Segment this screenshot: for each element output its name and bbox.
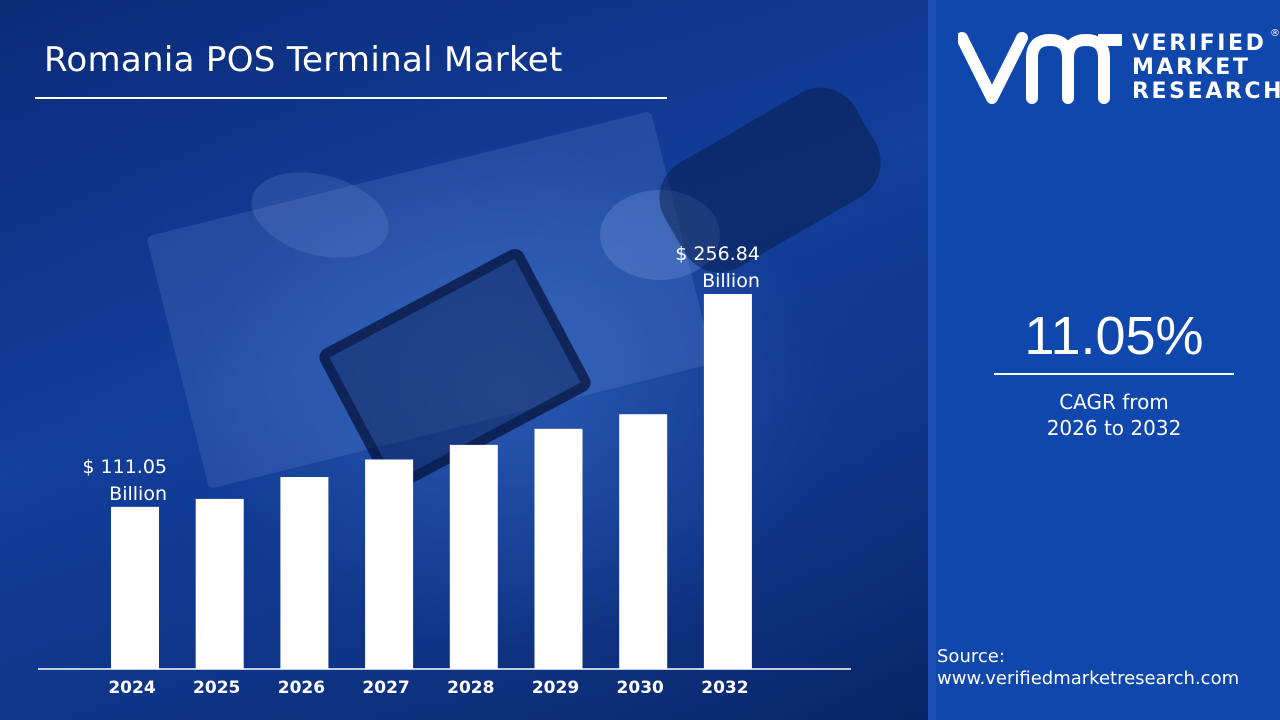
logo-word-verified: VERIFIED <box>1132 31 1267 56</box>
bar-2030 <box>619 414 668 669</box>
x-tick-label: 2032 <box>701 678 748 698</box>
cagr-label-line1: CAGR from <box>1059 390 1169 414</box>
x-tick-label: 2030 <box>617 678 664 698</box>
x-tick-labels: 2024 2025 2026 2027 2028 2029 2030 2032 <box>108 678 748 698</box>
cagr-divider <box>994 373 1234 375</box>
source-url[interactable]: www.verifiedmarketresearch.com <box>937 668 1240 689</box>
bar-2025 <box>195 498 244 669</box>
data-labels: $ 111.05 Billion $ 256.84 Billion <box>82 243 760 505</box>
logo-word-research: RESEARCH <box>1132 79 1280 104</box>
bar-2029 <box>534 428 583 669</box>
bar-2027 <box>365 459 414 669</box>
bar-2026 <box>280 477 329 669</box>
data-label-2024-line2: Billion <box>109 483 167 505</box>
x-tick-label: 2024 <box>108 678 155 698</box>
page-title: Romania POS Terminal Market <box>44 40 563 80</box>
source-label: Source: <box>937 646 1005 667</box>
cagr-value: 11.05% <box>1024 306 1204 366</box>
sidebar-panel <box>936 0 1280 720</box>
x-tick-label: 2028 <box>447 678 494 698</box>
x-tick-label: 2027 <box>362 678 409 698</box>
bars-group <box>111 294 752 669</box>
bar-chart: 2024 2025 2026 2027 2028 2029 2030 2032 $ 111.0… <box>38 243 851 698</box>
data-label-2032-line1: $ 256.84 <box>675 243 760 265</box>
verified-market-research-logo: VERIFIED MARKET RESEARCH ® <box>958 28 1280 108</box>
data-label-2024-line1: $ 111.05 <box>82 456 167 478</box>
bar-2028 <box>449 444 498 669</box>
vmr-logo-icon <box>958 32 1122 104</box>
logo-word-market: MARKET <box>1132 55 1251 80</box>
title-underline <box>35 97 667 99</box>
data-label-2032-line2: Billion <box>702 270 760 292</box>
cagr-label-line2: 2026 to 2032 <box>1046 416 1182 440</box>
panel-divider <box>928 0 936 720</box>
x-tick-label: 2025 <box>193 678 240 698</box>
bar-2024 <box>111 506 159 669</box>
x-tick-label: 2026 <box>278 678 325 698</box>
registered-mark: ® <box>1270 28 1280 39</box>
x-tick-label: 2029 <box>532 678 579 698</box>
bar-2032 <box>703 294 752 669</box>
